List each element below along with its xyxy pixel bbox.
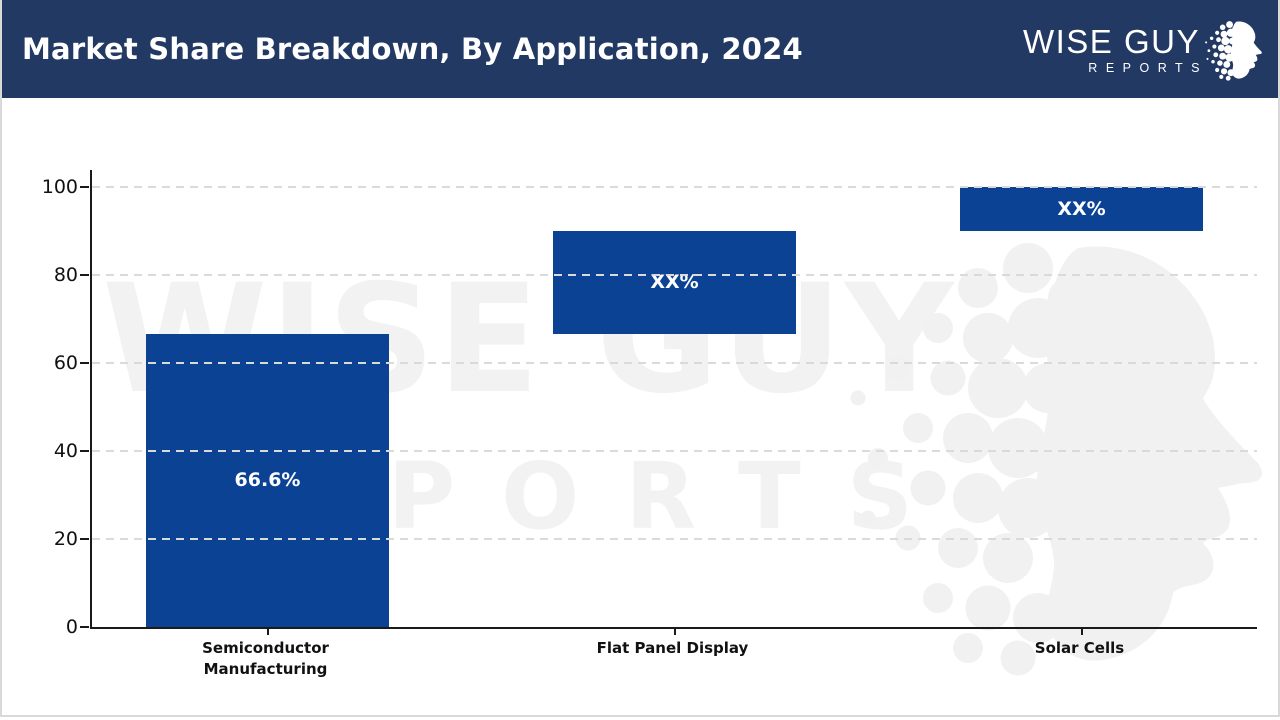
y-tick-mark [80,274,89,276]
y-tick-label: 20 [53,528,78,550]
brand-logo-subtitle: REPORTS [1088,61,1208,75]
wise-guy-face-icon [1205,21,1262,81]
y-tick-mark [80,450,89,452]
bar: 66.6% [146,333,389,627]
x-axis: Semiconductor Manufacturing Flat Panel Di… [2,638,1280,698]
x-axis-label: Flat Panel Display [596,639,749,657]
plot-area: 66.6% XX% XX% [80,170,1257,635]
header: Market Share Breakdown, By Application, … [2,0,1278,98]
brand-logo-text: WISE GUY REPORTS [1023,25,1200,75]
y-tick-label: 0 [65,616,78,638]
gridline [92,274,1257,276]
y-tick-label: 80 [53,264,78,286]
gridline [92,186,1257,188]
y-tick-label: 100 [41,176,78,198]
bar: XX% [553,231,796,334]
x-tick-mark [266,629,269,635]
x-tick-mark [673,629,676,635]
y-axis: 0 20 40 60 80 100 [2,170,78,638]
y-tick-mark [80,186,89,188]
brand-logo-name: WISE GUY [1022,23,1200,60]
x-tick-mark [1080,629,1083,635]
y-tick-mark [80,538,89,540]
gridline [92,450,1257,452]
page-title: Market Share Breakdown, By Application, … [22,32,803,66]
y-tick-label: 60 [53,352,78,374]
gridline [92,362,1257,364]
y-tick-label: 40 [53,440,78,462]
bar-value-label: XX% [1057,198,1106,220]
gridline [92,538,1257,540]
x-axis-label: Semiconductor Manufacturing [202,639,329,678]
y-tick-mark [80,626,89,628]
bar-value-label: XX% [650,271,699,294]
bar-value-label: 66.6% [234,469,301,492]
bar: XX% [960,187,1203,231]
brand-logo: WISE GUY REPORTS [1023,8,1264,92]
chart-region: WISE GUY REPORTS 66.6% XX% XX% 0 20 40 60 80 10… [2,98,1280,717]
x-axis-label: Solar Cells [1034,639,1125,657]
y-tick-mark [80,362,89,364]
